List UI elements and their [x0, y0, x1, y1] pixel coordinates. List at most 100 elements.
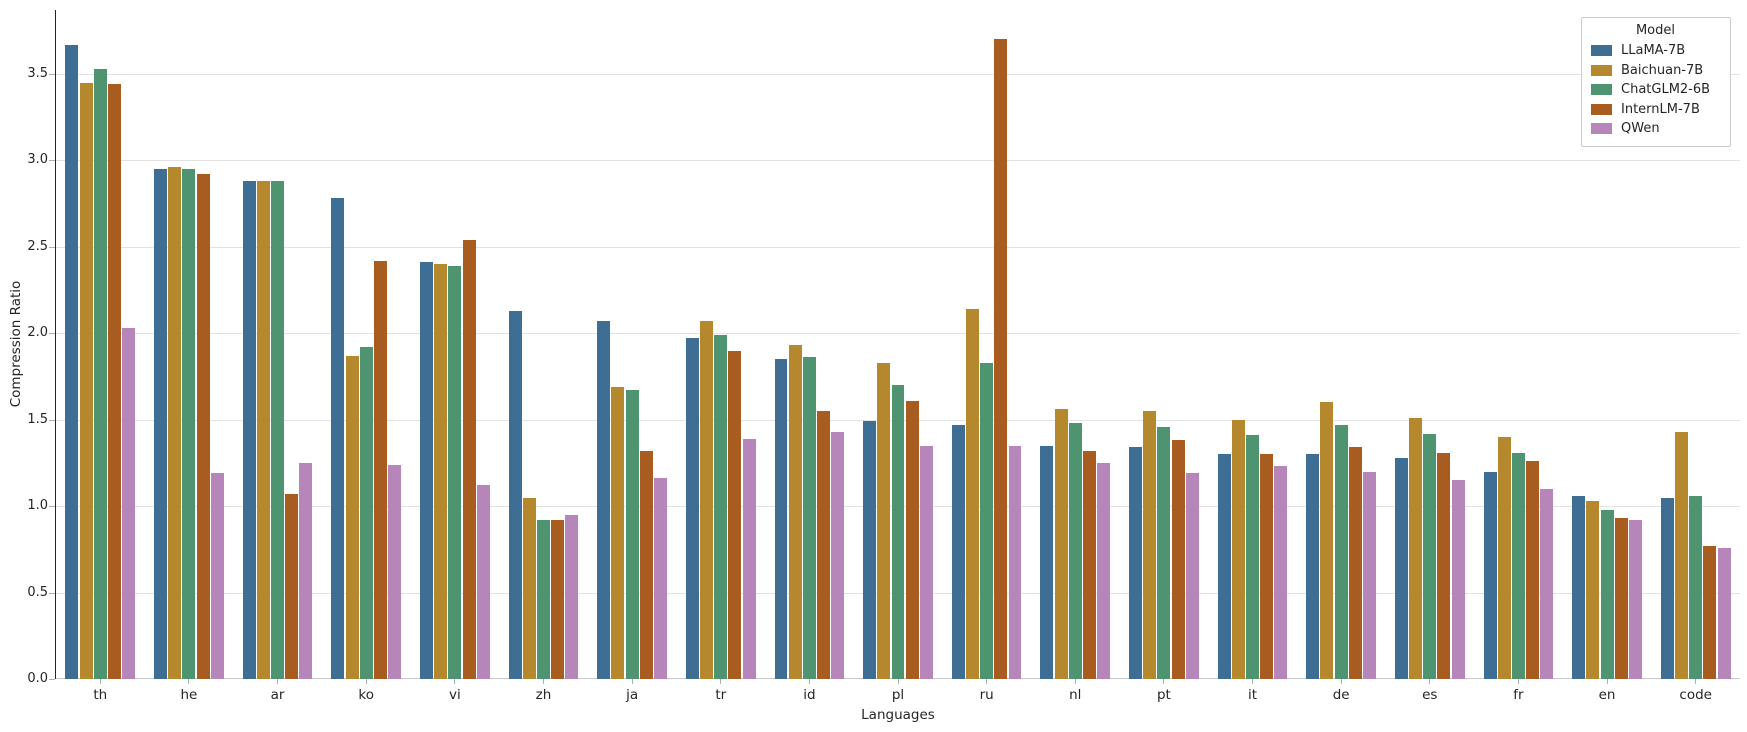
bar-ja-QWen	[653, 478, 667, 679]
bar-ar-QWen	[299, 462, 313, 679]
bar-it-ChatGLM2-6B	[1246, 435, 1259, 679]
x-tick-mark	[986, 679, 988, 684]
bar-ja-LLaMA-7B	[597, 321, 611, 679]
bar-pt-QWen	[1185, 473, 1199, 679]
bar-es-LLaMA-7B	[1394, 457, 1408, 679]
bar-es-Baichuan-7B	[1409, 417, 1423, 679]
bar-zh-Baichuan-7B	[522, 497, 536, 679]
bar-ko-LLaMA-7B	[331, 198, 345, 679]
bar-he-ChatGLM2-6B	[182, 169, 196, 679]
bar-de-ChatGLM2-6B	[1334, 424, 1348, 679]
bar-nl-LLaMA-7B	[1040, 445, 1054, 679]
y-tick-mark	[49, 679, 55, 680]
y-tick-label: 2.0	[27, 325, 48, 341]
y-tick-label: 0.5	[27, 584, 48, 600]
x-tick-mark	[1695, 679, 1697, 684]
bar-pt-LLaMA-7B	[1129, 447, 1142, 679]
legend-item: ChatGLM2-6B	[1591, 80, 1720, 100]
bar-tr-Baichuan-7B	[700, 321, 714, 679]
bar-en-LLaMA-7B	[1572, 495, 1586, 679]
x-tick-label: en	[1598, 687, 1616, 703]
bar-pt-InternLM-7B	[1171, 440, 1185, 679]
bar-ko-QWen	[388, 464, 402, 679]
bar-zh-QWen	[565, 514, 579, 679]
bar-th-QWen	[122, 328, 136, 679]
bar-pl-Baichuan-7B	[877, 362, 891, 679]
bar-id-ChatGLM2-6B	[802, 357, 816, 679]
bar-ar-Baichuan-7B	[256, 181, 270, 679]
x-tick-label: zh	[535, 687, 552, 703]
x-tick-label: es	[1422, 687, 1438, 703]
bar-he-LLaMA-7B	[154, 169, 168, 679]
x-tick-mark	[188, 679, 190, 684]
x-tick-label: it	[1247, 687, 1258, 703]
bar-nl-InternLM-7B	[1082, 450, 1096, 679]
bar-ru-LLaMA-7B	[951, 424, 965, 679]
x-tick-label: pt	[1156, 687, 1171, 703]
bar-it-LLaMA-7B	[1217, 454, 1231, 679]
bar-he-InternLM-7B	[196, 174, 210, 679]
bar-ja-Baichuan-7B	[611, 386, 625, 679]
bar-pl-LLaMA-7B	[863, 421, 877, 679]
bar-zh-InternLM-7B	[551, 519, 565, 679]
bar-en-Baichuan-7B	[1586, 500, 1600, 679]
x-tick-label: id	[803, 687, 816, 703]
x-tick-mark	[631, 679, 633, 684]
y-tick-mark	[49, 246, 55, 248]
y-tick-mark	[49, 160, 55, 162]
legend-item: LLaMA-7B	[1591, 41, 1720, 61]
bar-zh-ChatGLM2-6B	[536, 519, 550, 679]
bar-he-QWen	[210, 473, 224, 679]
legend-swatch-icon	[1591, 64, 1612, 76]
bar-th-LLaMA-7B	[65, 44, 79, 679]
x-axis-title: Languages	[861, 707, 935, 723]
bar-fr-LLaMA-7B	[1483, 471, 1497, 679]
bar-code-Baichuan-7B	[1675, 431, 1688, 679]
x-tick-mark	[454, 679, 456, 684]
bar-pl-ChatGLM2-6B	[891, 385, 905, 679]
y-tick-mark	[49, 73, 55, 75]
bar-en-QWen	[1628, 519, 1642, 679]
bar-fr-ChatGLM2-6B	[1511, 452, 1525, 679]
bar-ru-QWen	[1008, 445, 1022, 679]
bar-id-Baichuan-7B	[788, 345, 802, 679]
bar-tr-ChatGLM2-6B	[714, 335, 728, 679]
bar-ja-InternLM-7B	[639, 450, 653, 679]
legend-label: QWen	[1621, 121, 1660, 137]
bar-ja-ChatGLM2-6B	[625, 390, 639, 679]
bar-vi-ChatGLM2-6B	[448, 265, 462, 679]
bar-fr-InternLM-7B	[1526, 461, 1540, 679]
legend-label: InternLM-7B	[1621, 101, 1700, 117]
bar-ru-Baichuan-7B	[965, 309, 979, 679]
x-tick-label: pl	[891, 687, 905, 703]
legend-item: InternLM-7B	[1591, 100, 1720, 120]
y-axis-title: Compression Ratio	[8, 280, 24, 408]
x-tick-mark	[720, 679, 722, 684]
x-tick-label: ar	[270, 687, 285, 703]
y-tick-label: 1.0	[27, 498, 48, 514]
y-tick-label: 3.5	[27, 65, 48, 81]
x-tick-label: tr	[715, 687, 727, 703]
bar-en-InternLM-7B	[1614, 518, 1628, 679]
bar-th-InternLM-7B	[108, 84, 121, 679]
x-tick-mark	[99, 679, 101, 684]
legend-swatch-icon	[1591, 84, 1612, 96]
y-axis-spine	[55, 10, 57, 679]
bar-de-LLaMA-7B	[1306, 454, 1320, 679]
bar-tr-QWen	[742, 438, 756, 679]
x-tick-mark	[897, 679, 899, 684]
x-tick-mark	[808, 679, 810, 684]
bar-it-Baichuan-7B	[1231, 419, 1245, 679]
x-tick-mark	[1074, 679, 1076, 684]
bar-vi-Baichuan-7B	[434, 264, 448, 679]
bar-it-InternLM-7B	[1260, 454, 1274, 679]
y-tick-label: 0.0	[27, 671, 48, 686]
bar-th-Baichuan-7B	[79, 82, 93, 679]
bar-nl-ChatGLM2-6B	[1068, 423, 1082, 679]
bar-zh-LLaMA-7B	[508, 310, 522, 679]
bar-id-InternLM-7B	[817, 411, 831, 679]
x-tick-mark	[542, 679, 544, 684]
legend-swatch-icon	[1591, 123, 1612, 135]
x-tick-label: nl	[1069, 687, 1082, 703]
